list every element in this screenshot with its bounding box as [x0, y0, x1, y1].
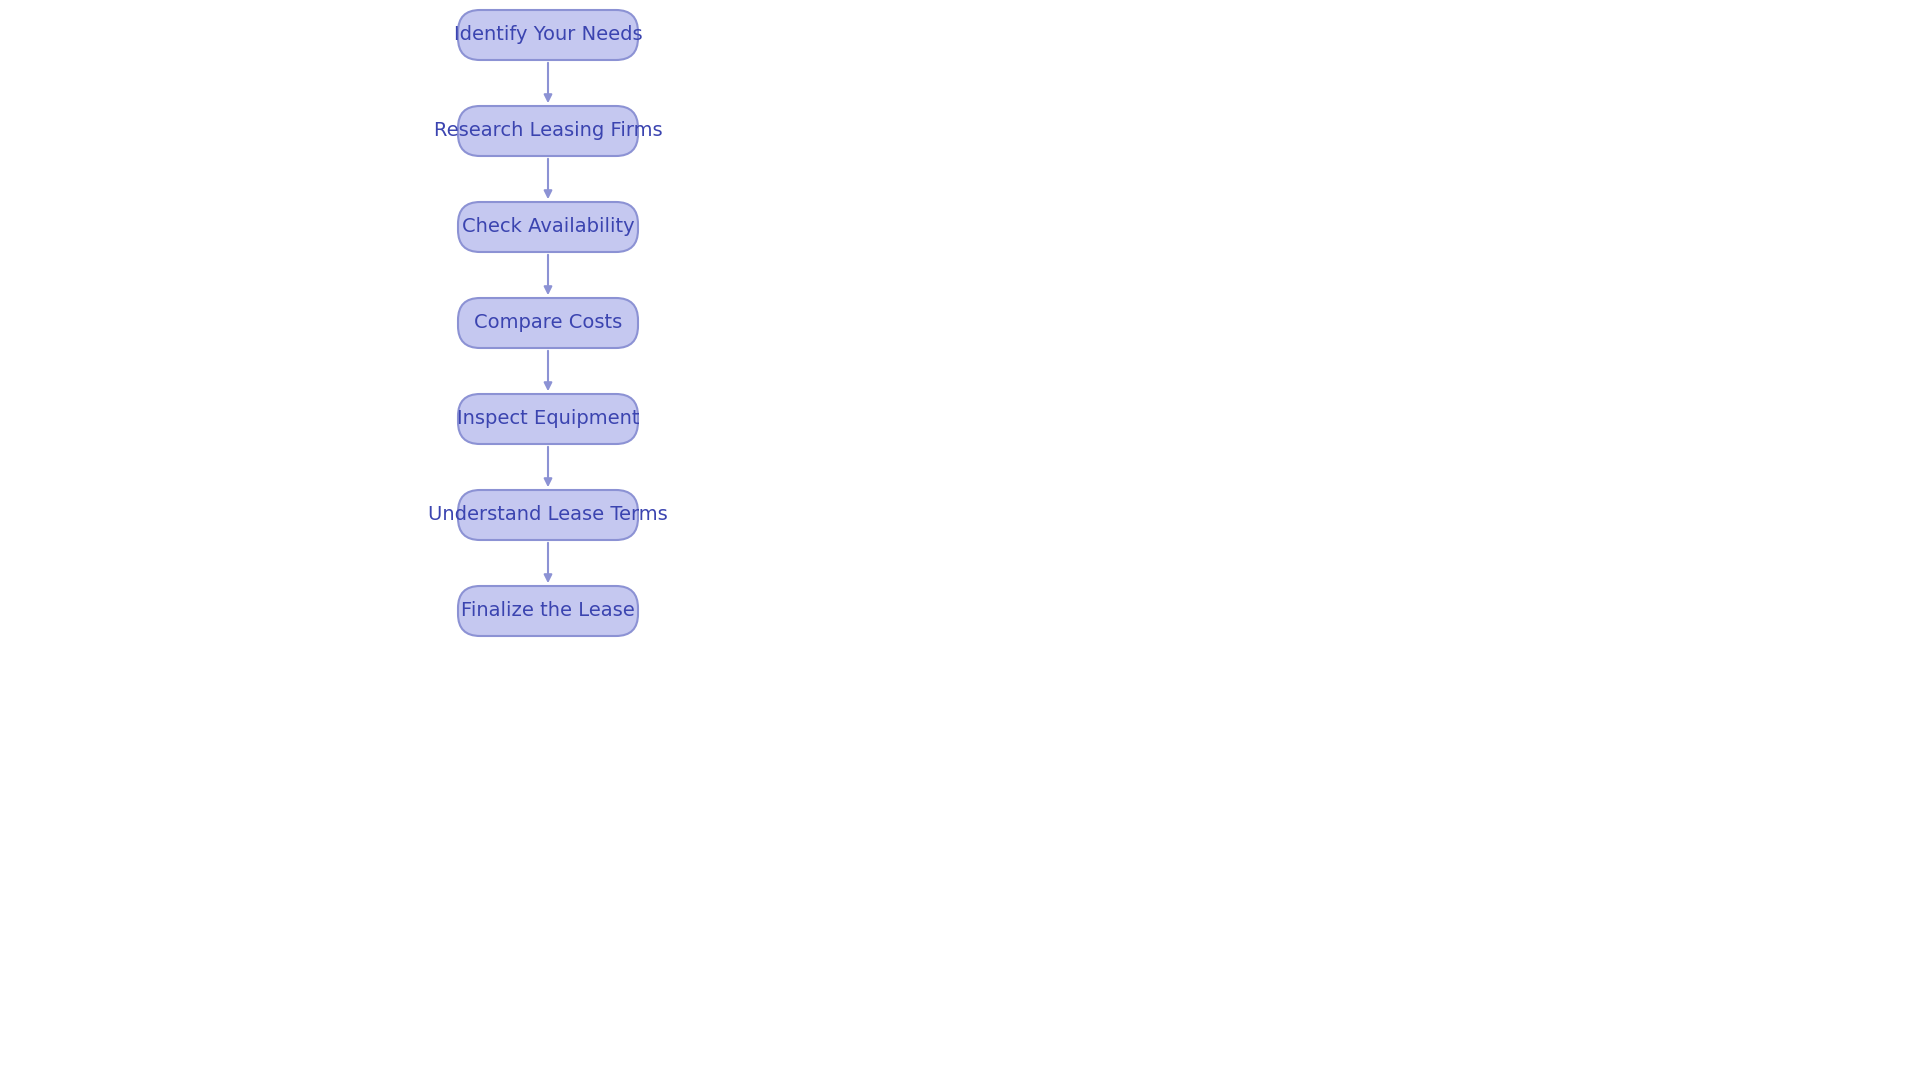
FancyBboxPatch shape [459, 586, 637, 636]
Text: Compare Costs: Compare Costs [474, 313, 622, 332]
Text: Check Availability: Check Availability [461, 218, 634, 236]
Text: Inspect Equipment: Inspect Equipment [457, 409, 639, 429]
FancyBboxPatch shape [459, 106, 637, 156]
Text: Identify Your Needs: Identify Your Needs [453, 26, 643, 44]
Text: Understand Lease Terms: Understand Lease Terms [428, 506, 668, 524]
FancyBboxPatch shape [459, 394, 637, 444]
Text: Finalize the Lease: Finalize the Lease [461, 601, 636, 621]
FancyBboxPatch shape [459, 203, 637, 252]
FancyBboxPatch shape [459, 490, 637, 540]
FancyBboxPatch shape [459, 298, 637, 348]
Text: Research Leasing Firms: Research Leasing Firms [434, 121, 662, 141]
FancyBboxPatch shape [459, 10, 637, 60]
